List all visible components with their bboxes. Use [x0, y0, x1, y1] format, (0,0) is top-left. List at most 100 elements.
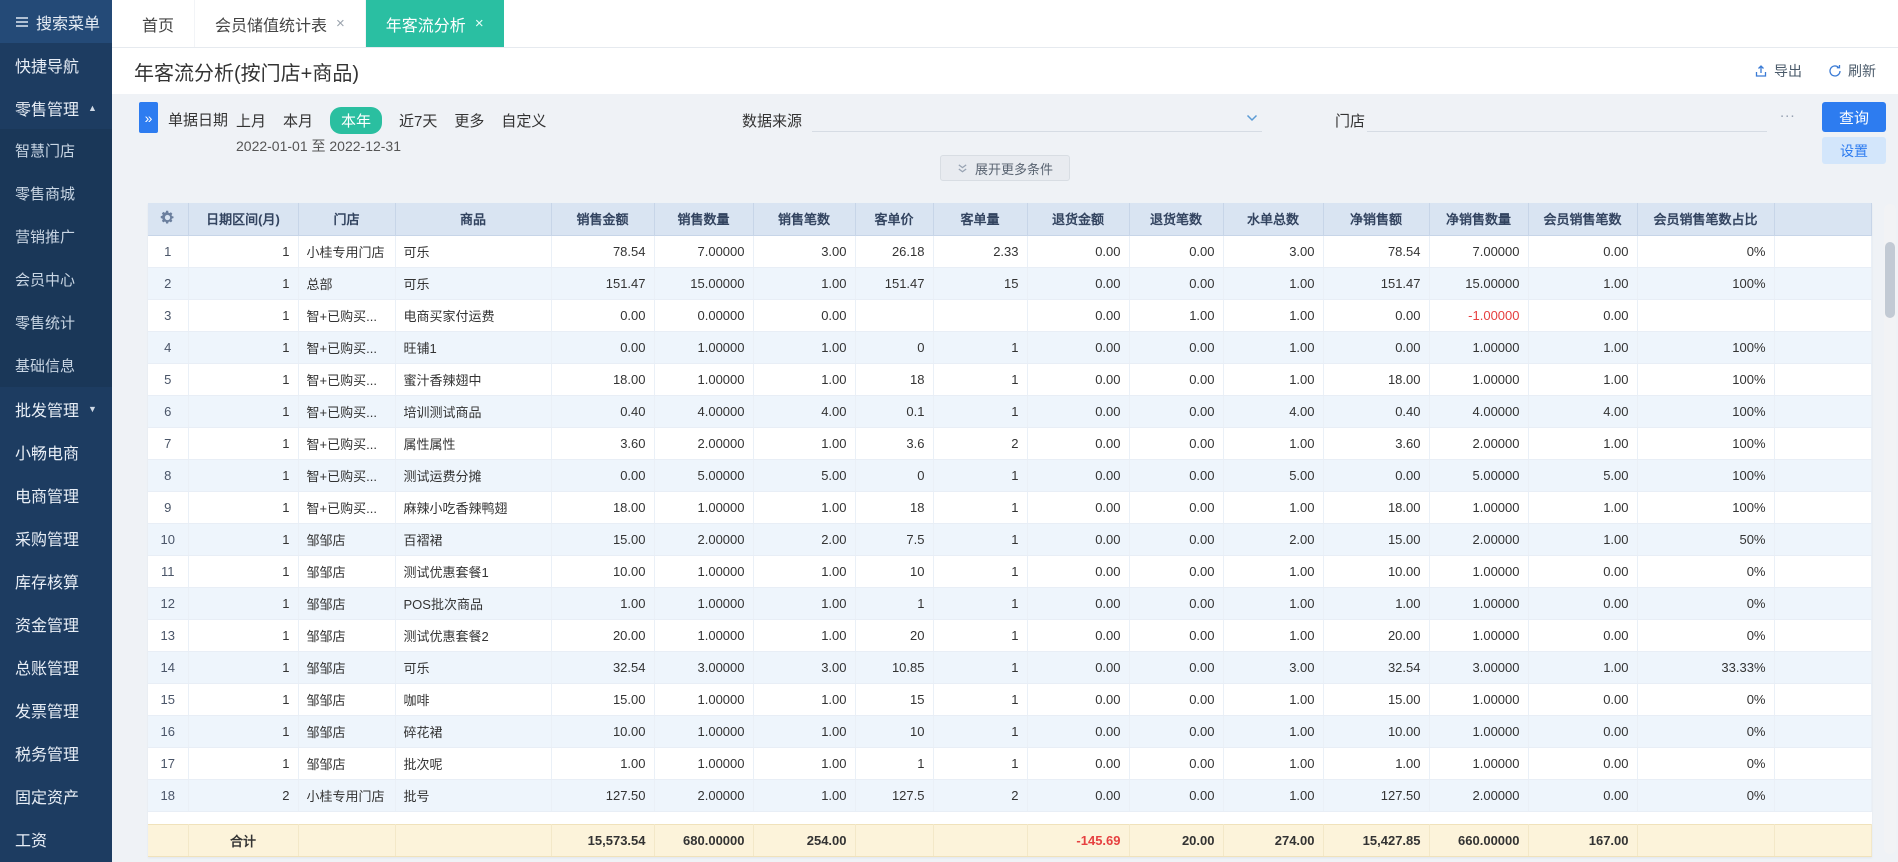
export-button[interactable]: 导出: [1754, 61, 1802, 81]
tab-会员储值统计表[interactable]: 会员储值统计表 ×: [195, 0, 366, 47]
cell: 1: [933, 395, 1028, 428]
table-row[interactable]: 9 1 智+已购买... 麻辣小吃香辣鸭翅 18.00 1.00000 1.00 18 1 0.0…: [148, 491, 1872, 524]
date-range-value[interactable]: 2022-01-01 至 2022-12-31: [236, 138, 402, 154]
column-header[interactable]: 退货笔数: [1129, 203, 1224, 236]
column-header[interactable]: 客单量: [933, 203, 1028, 236]
column-settings-button[interactable]: [148, 203, 189, 236]
sidebar-item-电商管理[interactable]: 电商管理: [0, 473, 112, 516]
table-row[interactable]: 17 1 邹邹店 批次呢 1.00 1.00000 1.00 1 1 0.00 0.00 1.00 1.…: [148, 747, 1872, 780]
table-row[interactable]: 5 1 智+已购买... 蜜汁香辣翅中 18.00 1.00000 1.00 18 1 0.00 0…: [148, 363, 1872, 396]
sidebar-item-零售管理[interactable]: 零售管理 ▲: [0, 86, 112, 129]
column-header[interactable]: 销售金额: [551, 203, 655, 236]
sidebar-item-label: 库存核算: [15, 574, 80, 592]
table-row[interactable]: 7 1 智+已购买... 属性属性 3.60 2.00000 1.00 3.6 2 0.00 0.0…: [148, 427, 1872, 460]
column-header[interactable]: 水单总数: [1223, 203, 1324, 236]
table-row[interactable]: 2 1 总部 可乐 151.47 15.00000 1.00 151.47 15 0.00 0.00…: [148, 267, 1872, 300]
tab-年客流分析[interactable]: 年客流分析 ×: [365, 0, 504, 47]
tab-首页[interactable]: 首页: [122, 0, 196, 47]
column-header[interactable]: 日期区间(月): [188, 203, 299, 236]
sidebar-item-资金管理[interactable]: 资金管理: [0, 602, 112, 645]
data-source-select[interactable]: [812, 104, 1262, 132]
store-select[interactable]: [1367, 104, 1767, 132]
table-row[interactable]: 13 1 邹邹店 测试优惠套餐2 20.00 1.00000 1.00 20 1 0.00 0.00…: [148, 619, 1872, 652]
cell: 0.00: [1528, 683, 1638, 716]
sidebar-item-小畅电商[interactable]: 小畅电商: [0, 430, 112, 473]
column-header[interactable]: 净销售额: [1323, 203, 1430, 236]
cell: 智+已购买...: [298, 363, 396, 396]
table-row[interactable]: 16 1 邹邹店 碎花裙 10.00 1.00000 1.00 10 1 0.00 0.00 1.00…: [148, 715, 1872, 748]
date-quick-option[interactable]: 更多: [454, 113, 485, 130]
table-row[interactable]: 3 1 智+已购买... 电商买家付运费 0.00 0.00000 0.00 0.00 1.00…: [148, 299, 1872, 332]
vertical-scrollbar[interactable]: [1884, 204, 1896, 854]
column-header[interactable]: 会员销售笔数占比: [1637, 203, 1775, 236]
sidebar-item-零售统计[interactable]: 零售统计: [0, 301, 112, 344]
scrollbar-thumb[interactable]: [1885, 242, 1895, 318]
cell-filler: [1774, 491, 1872, 524]
date-quick-option[interactable]: 上月: [236, 113, 267, 130]
sidebar-item-智慧门店[interactable]: 智慧门店: [0, 129, 112, 172]
sidebar-item-快捷导航[interactable]: 快捷导航: [0, 43, 112, 86]
table-row[interactable]: 11 1 邹邹店 测试优惠套餐1 10.00 1.00000 1.00 10 1 0.00 0.00…: [148, 555, 1872, 588]
table-row[interactable]: 18 2 小桂专用门店 批号 127.50 2.00000 1.00 127.5 2 0.00 0.…: [148, 779, 1872, 812]
sidebar-item-基础信息[interactable]: 基础信息: [0, 344, 112, 387]
sidebar-item-营销推广[interactable]: 营销推广: [0, 215, 112, 258]
cell: 测试运费分摊: [395, 459, 552, 492]
cell-filler: [1774, 683, 1872, 716]
cell: 邹邹店: [298, 651, 396, 684]
date-quick-option[interactable]: 本年: [330, 107, 383, 134]
date-quick-option[interactable]: 近7天: [399, 113, 438, 130]
column-header[interactable]: 会员销售笔数: [1528, 203, 1638, 236]
sidebar-item-搜索菜单[interactable]: 搜索菜单: [0, 0, 112, 43]
sidebar-item-工资[interactable]: 工资: [0, 817, 112, 860]
column-header[interactable]: 销售笔数: [753, 203, 856, 236]
cell: 小桂专用门店: [298, 235, 396, 268]
cell: 邹邹店: [298, 747, 396, 780]
table-row[interactable]: 10 1 邹邹店 百褶裙 15.00 2.00000 2.00 7.5 1 0.00 0.00 2.0…: [148, 523, 1872, 556]
total-cell: [395, 823, 552, 857]
table-row[interactable]: 14 1 邹邹店 可乐 32.54 3.00000 3.00 10.85 1 0.00 0.00 3.…: [148, 651, 1872, 684]
query-button[interactable]: 查询: [1822, 102, 1886, 132]
table-row[interactable]: 8 1 智+已购买... 测试运费分摊 0.00 5.00000 5.00 0 1 0.00 0.0…: [148, 459, 1872, 492]
table-row[interactable]: 12 1 邹邹店 POS批次商品 1.00 1.00000 1.00 1 1 0.00 0.00 1.…: [148, 587, 1872, 620]
column-header[interactable]: 退货金额: [1027, 203, 1130, 236]
column-header[interactable]: 销售数量: [654, 203, 754, 236]
cell: 1.00: [1323, 747, 1430, 780]
sidebar-item-批发管理[interactable]: 批发管理 ▼: [0, 387, 112, 430]
cell: 1: [188, 683, 299, 716]
cell: -1.00000: [1429, 299, 1529, 332]
sidebar-item-零售商城[interactable]: 零售商城: [0, 172, 112, 215]
cell: 1: [933, 555, 1028, 588]
close-icon[interactable]: ×: [336, 15, 345, 32]
column-header[interactable]: 门店: [298, 203, 396, 236]
table-row[interactable]: 15 1 邹邹店 咖啡 15.00 1.00000 1.00 15 1 0.00 0.00 1.00 1…: [148, 683, 1872, 716]
sidebar-item-税务管理[interactable]: 税务管理: [0, 731, 112, 774]
store-filter-label: 门店: [1335, 113, 1366, 130]
sidebar-item-采购管理[interactable]: 采购管理: [0, 516, 112, 559]
expand-side-panel-button[interactable]: »: [139, 102, 158, 133]
cell: 0.00: [1027, 331, 1130, 364]
date-quick-option[interactable]: 自定义: [501, 113, 547, 130]
sidebar-item-发票管理[interactable]: 发票管理: [0, 688, 112, 731]
column-header[interactable]: 净销售数量: [1429, 203, 1529, 236]
cell: 10: [855, 555, 934, 588]
table-row[interactable]: 1 1 小桂专用门店 可乐 78.54 7.00000 3.00 26.18 2.33 0.00 0…: [148, 235, 1872, 268]
expand-more-conditions-button[interactable]: 展开更多条件: [939, 155, 1071, 181]
store-more-options-button[interactable]: ...: [1780, 104, 1796, 121]
date-quick-option[interactable]: 本月: [283, 113, 314, 130]
cell: 1.00: [753, 363, 856, 396]
chevron-down-icon: [1246, 114, 1258, 122]
sidebar-item-固定资产[interactable]: 固定资产: [0, 774, 112, 817]
settings-button[interactable]: 设置: [1822, 137, 1886, 164]
sidebar-item-库存核算[interactable]: 库存核算: [0, 559, 112, 602]
sidebar-item-会员中心[interactable]: 会员中心: [0, 258, 112, 301]
close-icon[interactable]: ×: [474, 15, 484, 32]
column-header[interactable]: 客单价: [855, 203, 934, 236]
row-number: 15: [148, 683, 189, 716]
table-row[interactable]: 6 1 智+已购买... 培训测试商品 0.40 4.00000 4.00 0.1 1 0.00 0…: [148, 395, 1872, 428]
refresh-button[interactable]: 刷新: [1828, 61, 1876, 81]
row-number: 3: [148, 299, 189, 332]
sidebar-item-总账管理[interactable]: 总账管理: [0, 645, 112, 688]
table-row[interactable]: 4 1 智+已购买... 旺铺1 0.00 1.00000 1.00 0 1 0.00 0.00 1.…: [148, 331, 1872, 364]
column-header[interactable]: 商品: [395, 203, 552, 236]
refresh-label: 刷新: [1848, 63, 1876, 79]
